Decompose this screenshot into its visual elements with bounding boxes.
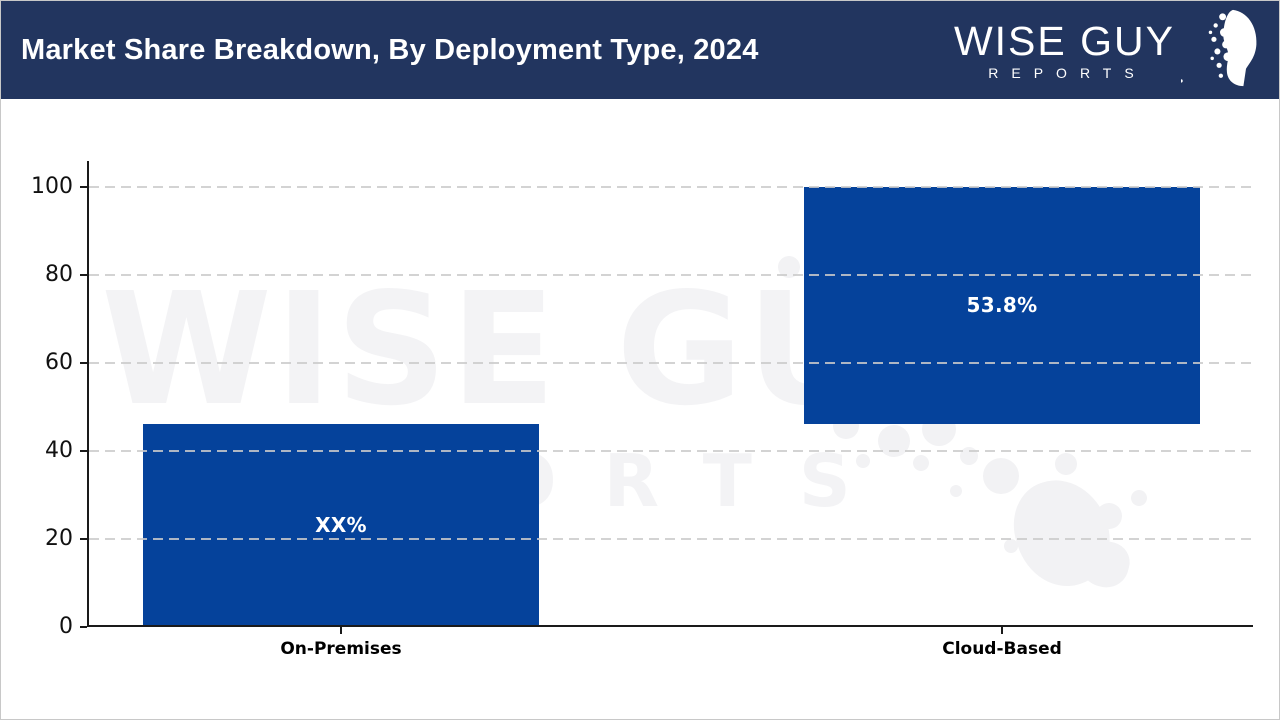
watermark-dot bbox=[913, 455, 929, 471]
wise-guy-logo: WISE GUY REPORTS bbox=[954, 6, 1259, 94]
watermark-dot bbox=[878, 425, 910, 457]
watermark-dot bbox=[1034, 487, 1052, 505]
y-tick-mark-80 bbox=[80, 274, 87, 276]
y-tick-mark-0 bbox=[80, 626, 87, 628]
watermark-dot bbox=[778, 256, 800, 278]
logo-wordmark: WISE GUY bbox=[953, 17, 1175, 64]
y-tick-label-100: 100 bbox=[31, 174, 73, 199]
y-tick-label-60: 60 bbox=[45, 350, 73, 375]
gridline-y-100 bbox=[89, 186, 1253, 188]
y-axis-line bbox=[87, 161, 89, 627]
x-category-label-on-premises: On-Premises bbox=[280, 639, 402, 659]
watermark-dot bbox=[1131, 490, 1147, 506]
y-tick-mark-20 bbox=[80, 538, 87, 540]
logo-face-icon bbox=[1179, 6, 1259, 94]
logo-text: WISE GUY REPORTS bbox=[953, 17, 1175, 81]
gridline-y-20 bbox=[89, 538, 1253, 540]
y-tick-label-20: 20 bbox=[45, 526, 73, 551]
x-category-label-cloud-based: Cloud-Based bbox=[942, 639, 1062, 659]
bar-value-label: XX% bbox=[315, 513, 367, 538]
watermark-dot bbox=[950, 485, 962, 497]
y-tick-label-0: 0 bbox=[59, 614, 73, 639]
x-axis-line bbox=[87, 625, 1253, 627]
watermark-dot bbox=[1055, 453, 1077, 475]
gridline-y-80 bbox=[89, 274, 1253, 276]
chart-title: Market Share Breakdown, By Deployment Ty… bbox=[21, 33, 759, 66]
watermark-dot bbox=[1096, 503, 1122, 529]
watermark-dot bbox=[983, 458, 1019, 494]
bar-value-label: 53.8% bbox=[966, 293, 1038, 318]
gridline-y-40 bbox=[89, 450, 1253, 452]
bar-cloud-based: 53.8% bbox=[804, 187, 1200, 424]
y-tick-mark-60 bbox=[80, 362, 87, 364]
logo-subtitle: REPORTS bbox=[988, 64, 1147, 81]
watermark-dot bbox=[1004, 539, 1018, 553]
header-bar: Market Share Breakdown, By Deployment Ty… bbox=[1, 1, 1279, 99]
x-tick-mark-cloud-based bbox=[1001, 627, 1003, 634]
watermark-dot bbox=[856, 454, 870, 468]
y-tick-mark-100 bbox=[80, 186, 87, 188]
x-tick-mark-on-premises bbox=[340, 627, 342, 634]
bar-on-premises: XX% bbox=[143, 423, 539, 627]
y-tick-mark-40 bbox=[80, 450, 87, 452]
y-tick-label-40: 40 bbox=[45, 438, 73, 463]
y-tick-label-80: 80 bbox=[45, 262, 73, 287]
gridline-y-60 bbox=[89, 362, 1253, 364]
